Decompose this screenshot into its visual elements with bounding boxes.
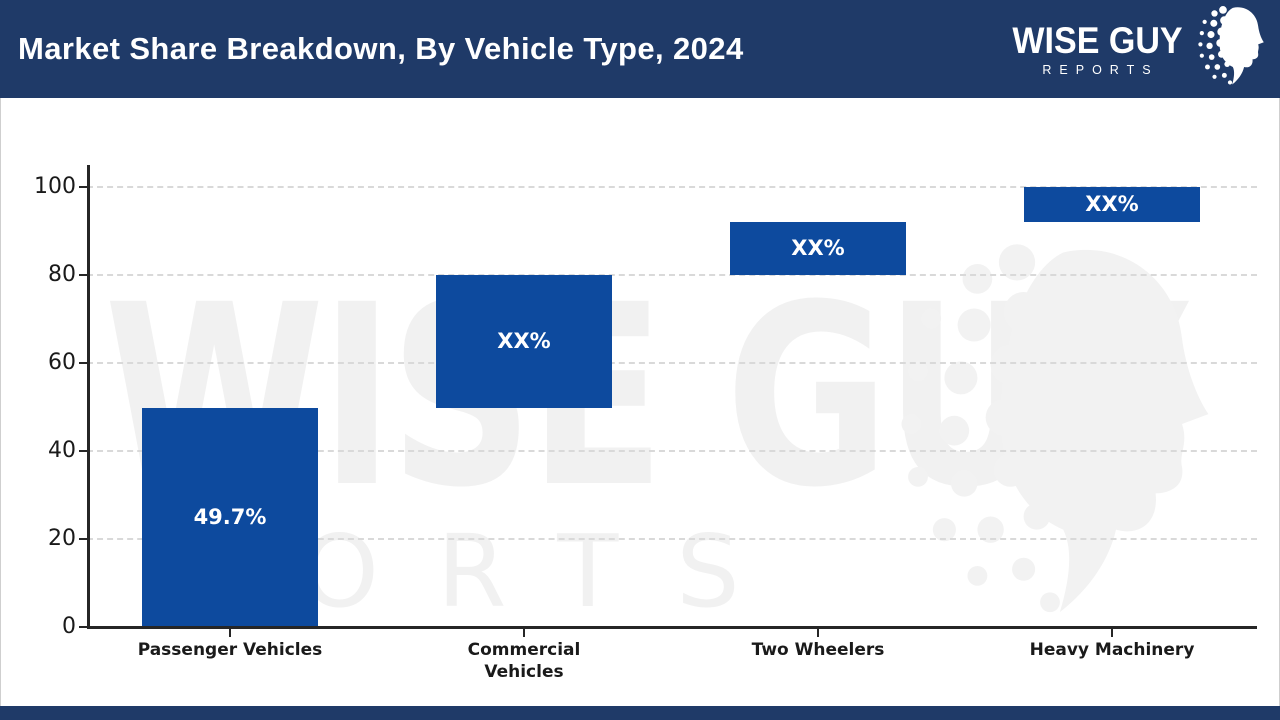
bar-value-label: XX% [1085,191,1139,216]
y-tick-mark [79,538,87,540]
y-tick-label: 100 [34,174,76,199]
y-tick-label: 80 [48,262,76,287]
x-tick-mark [523,629,525,637]
bar [436,275,612,409]
brand-face-icon [1194,5,1266,93]
y-tick-mark [79,362,87,364]
brand-subtitle: REPORTS [1042,62,1159,77]
gridline [87,274,1257,276]
y-tick-mark [79,626,87,628]
bar-value-label: 49.7% [193,504,267,529]
gridline [87,362,1257,364]
bar [142,408,318,627]
category-label: Heavy Machinery [1029,640,1195,660]
y-tick-label: 20 [48,526,76,551]
y-axis [87,165,90,629]
category-label: Passenger Vehicles [137,640,323,660]
y-tick-label: 60 [48,350,76,375]
page-title: Market Share Breakdown, By Vehicle Type,… [18,31,744,66]
x-tick-mark [817,629,819,637]
bar-value-label: XX% [497,328,551,353]
y-tick-mark [79,450,87,452]
y-tick-label: 40 [48,438,76,463]
y-tick-label: 0 [62,614,76,639]
gridline [87,186,1257,188]
x-tick-mark [1111,629,1113,637]
brand-wordmark: WISE GUY REPORTS [1005,22,1190,77]
gridline [87,538,1257,540]
gridline [87,450,1257,452]
category-label: Two Wheelers [751,640,885,660]
category-label: Commercial Vehicles [467,640,581,683]
y-tick-mark [79,274,87,276]
brand-name: WISE GUY [1012,19,1183,61]
x-axis [87,626,1257,629]
brand-logo: WISE GUY REPORTS [1005,4,1266,94]
bar [1024,187,1200,223]
x-tick-mark [229,629,231,637]
bar-value-label: XX% [791,235,845,260]
y-tick-mark [79,186,87,188]
watermark-face-icon [885,218,1215,673]
bar [730,222,906,275]
header-banner: Market Share Breakdown, By Vehicle Type,… [0,0,1280,98]
footer-bar [0,706,1280,720]
